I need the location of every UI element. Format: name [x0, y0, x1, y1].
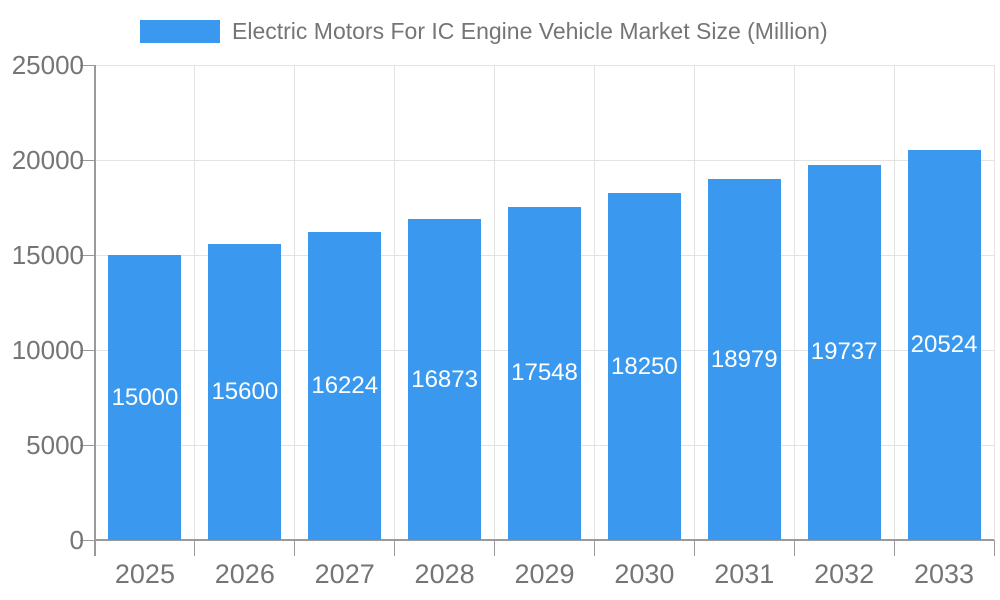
x-gridline [693, 65, 695, 540]
x-axis-label: 2026 [214, 559, 275, 589]
legend-swatch[interactable] [140, 19, 220, 43]
bar-2028: 16873 [408, 219, 482, 540]
y-axis-label: 10000 [11, 335, 84, 365]
bar-value-label: 18979 [710, 345, 778, 373]
x-gridline [993, 65, 995, 540]
bar-2033: 20524 [907, 150, 981, 540]
x-axis-label: 2028 [414, 559, 475, 589]
bar-2026: 15600 [208, 243, 282, 540]
x-axis-label: 2033 [914, 559, 975, 589]
x-gridline [494, 65, 496, 540]
y-axis-line [94, 65, 96, 556]
x-axis-label: 2032 [814, 559, 875, 589]
x-axis-tick [993, 540, 995, 556]
x-axis-tick [494, 540, 496, 556]
y-axis-label: 25000 [11, 50, 84, 80]
x-gridline [194, 65, 196, 540]
x-gridline [593, 65, 595, 540]
x-axis-tick [893, 540, 895, 556]
y-axis-label: 15000 [11, 240, 84, 270]
bar-value-label: 16224 [311, 371, 379, 399]
bar-2027: 16224 [308, 231, 382, 540]
x-gridline [893, 65, 895, 540]
chart-title: Electric Motors For IC Engine Vehicle Ma… [232, 18, 828, 44]
x-axis-tick [593, 540, 595, 556]
y-axis-label: 0 [69, 525, 84, 555]
x-axis-label: 2025 [114, 559, 175, 589]
y-gridline [95, 159, 994, 161]
x-axis-tick [394, 540, 396, 556]
bar-2025: 15000 [108, 255, 182, 540]
x-gridline [394, 65, 396, 540]
legend[interactable]: Electric Motors For IC Engine Vehicle Ma… [140, 17, 828, 45]
y-gridline [95, 64, 994, 66]
x-axis-tick [294, 540, 296, 556]
y-axis-label: 5000 [26, 430, 84, 460]
bar-value-label: 15000 [111, 383, 179, 411]
bar-2032: 19737 [807, 164, 881, 540]
y-axis-label: 20000 [11, 145, 84, 175]
bar-2031: 18979 [707, 179, 781, 540]
x-axis-tick [693, 540, 695, 556]
bar-value-label: 20524 [910, 331, 978, 358]
bar-2030: 18250 [607, 193, 681, 540]
bar-value-label: 16873 [411, 365, 478, 393]
x-gridline [294, 65, 296, 540]
bar-value-label: 18250 [611, 352, 678, 380]
x-axis-tick [194, 540, 196, 556]
bar-value-label: 17548 [511, 359, 578, 387]
bar-value-label: 19737 [810, 338, 878, 366]
x-axis-label: 2027 [314, 559, 375, 589]
x-gridline [793, 65, 795, 540]
x-axis-label: 2031 [714, 559, 775, 589]
x-axis-label: 2029 [514, 559, 575, 589]
bar-2029: 17548 [508, 206, 581, 540]
bar-value-label: 15600 [211, 377, 279, 405]
x-axis-tick [94, 540, 96, 556]
x-axis-tick [793, 540, 795, 556]
x-axis-label: 2030 [614, 559, 675, 589]
